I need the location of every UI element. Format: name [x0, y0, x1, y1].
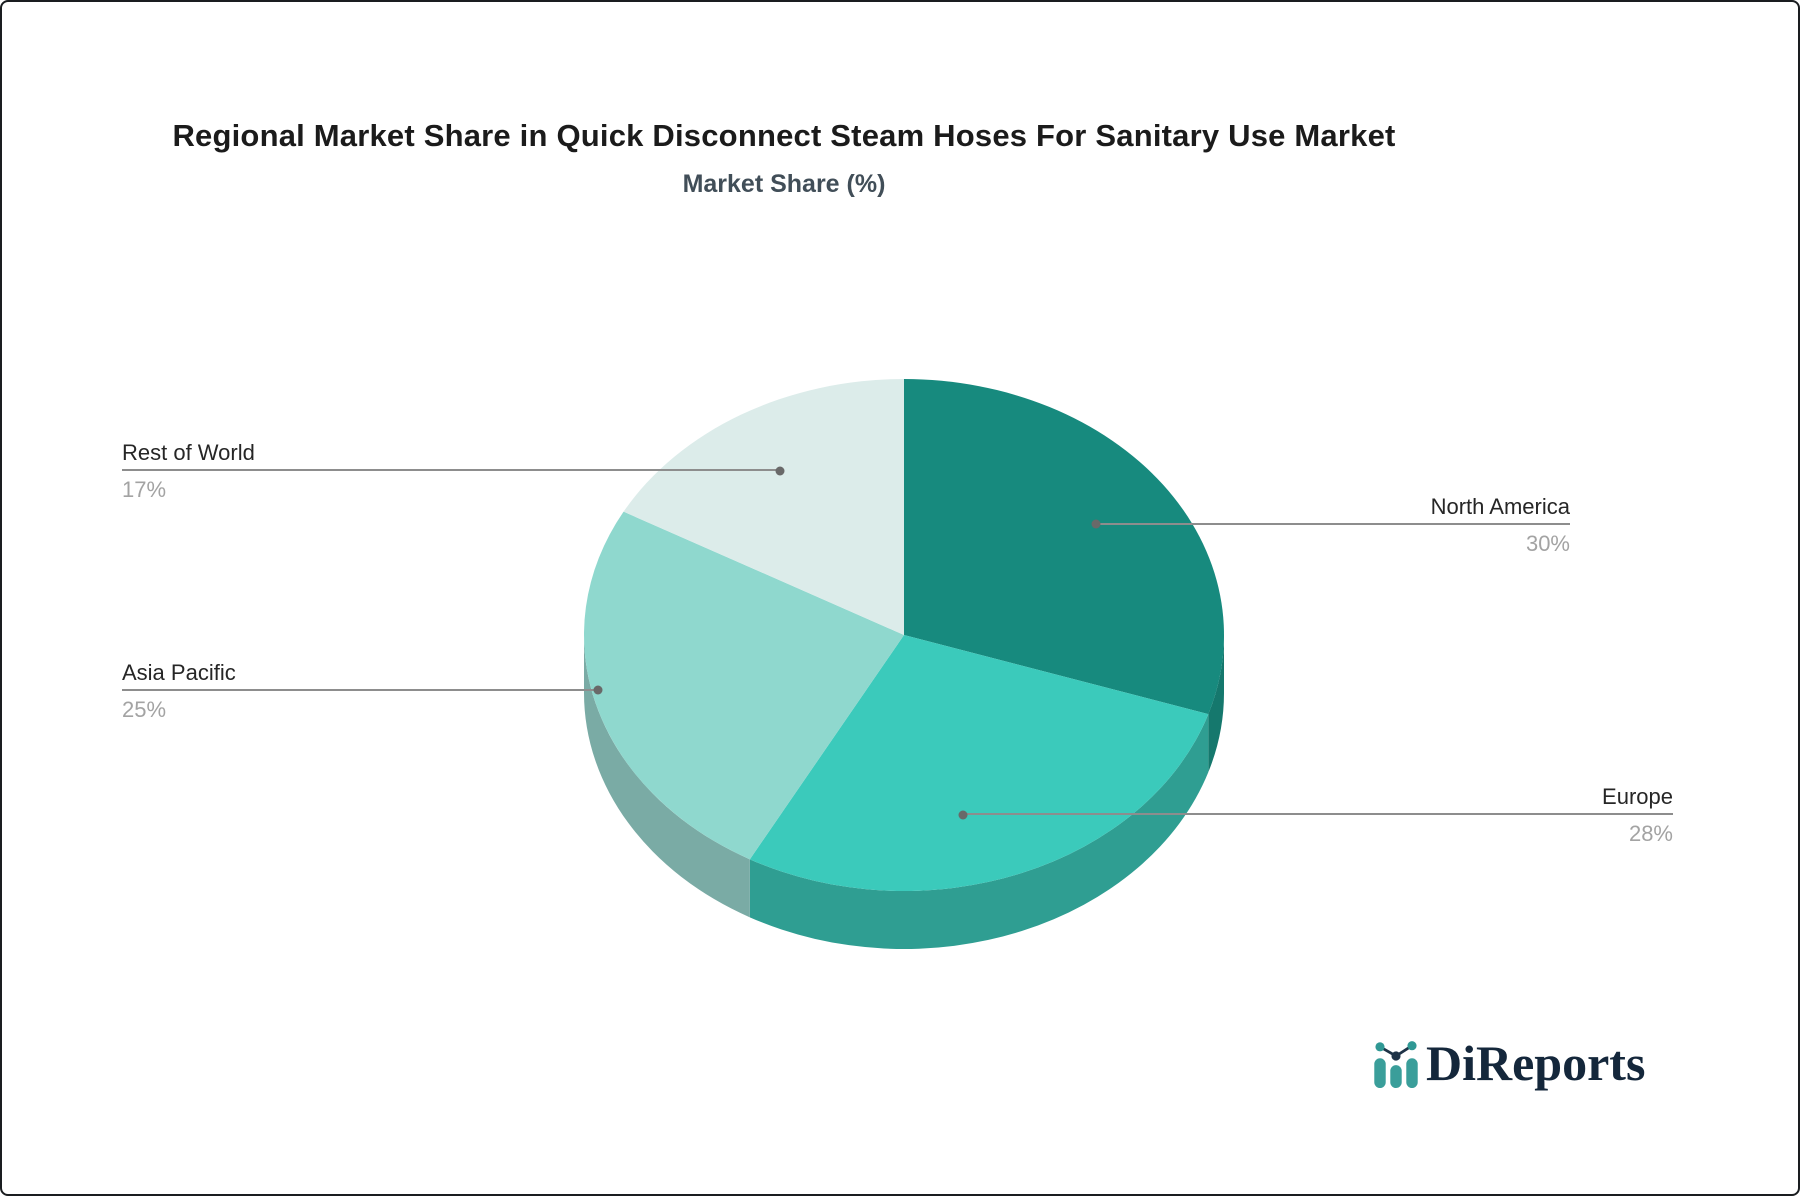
callout-north-america: North America 30%: [1431, 494, 1570, 557]
chart-title: Regional Market Share in Quick Disconnec…: [172, 118, 1396, 153]
pie-slice-europe: [749, 635, 1209, 891]
pie-slice-side-europe: [749, 714, 1209, 949]
slice-value-asia-pacific: 25%: [122, 697, 167, 722]
logo-bar: [1406, 1058, 1418, 1088]
slice-value-north-america: 30%: [1525, 531, 1570, 556]
logo-dot: [1407, 1041, 1417, 1051]
pie-slices: [584, 378, 1225, 891]
slice-label-north-america: North America: [1430, 494, 1570, 519]
slice-value-europe: 28%: [1628, 821, 1673, 846]
connector-dot-rest-of-world: [775, 466, 785, 476]
connector-dot-asia-pacific: [593, 685, 603, 695]
logo-dot: [1375, 1042, 1385, 1052]
callout-rest-of-world: Rest of World 17%: [122, 440, 255, 503]
callout-europe: Europe 28%: [1602, 784, 1673, 847]
connectors: [122, 466, 1673, 820]
slice-label-europe: Europe: [1602, 784, 1673, 809]
direports-logo-icon: [1374, 1041, 1418, 1088]
connector-dot-europe: [958, 810, 968, 820]
direports-logo: DiReports: [1374, 1038, 1645, 1088]
logo-bar: [1374, 1058, 1386, 1088]
slice-label-rest-of-world: Rest of World: [122, 440, 255, 465]
pie-3d-sides: [584, 635, 1224, 949]
pie-slice-asia-pacific: [584, 511, 904, 860]
logo-dot: [1391, 1051, 1401, 1061]
connector-dot-north-america: [1091, 519, 1101, 529]
chart-subtitle: Market Share (%): [682, 170, 886, 198]
direports-logo-text: DiReports: [1426, 1035, 1646, 1091]
pie-slice-side-north-america: [1208, 635, 1224, 773]
logo-bar: [1390, 1065, 1402, 1088]
slice-label-asia-pacific: Asia Pacific: [122, 660, 236, 685]
pie-slice-rest-of-world: [623, 379, 904, 635]
pie-slice-side-asia-pacific: [584, 635, 750, 918]
slice-value-rest-of-world: 17%: [122, 477, 167, 502]
pie-slice-north-america: [904, 378, 1225, 715]
callout-asia-pacific: Asia Pacific 25%: [122, 660, 236, 723]
